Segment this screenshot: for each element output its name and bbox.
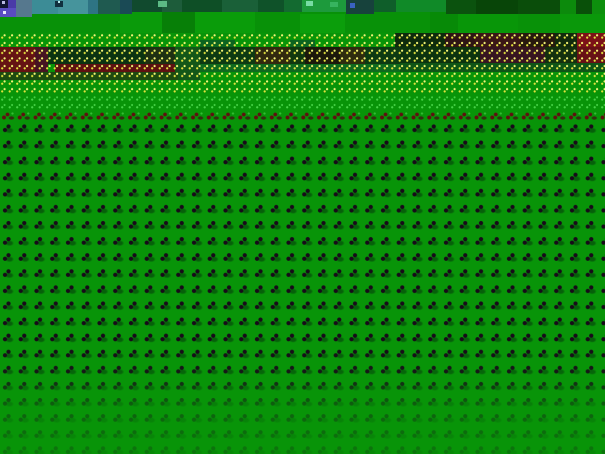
green-stripe-block	[560, 12, 605, 33]
glitch-block	[0, 8, 16, 17]
bottom-fade-overlay	[0, 345, 605, 454]
green-stripe-block	[120, 12, 162, 33]
glitch-accent-pixel	[58, 1, 60, 3]
glitch-block	[58, 0, 88, 14]
glitch-block	[8, 0, 16, 14]
green-stripe-block	[430, 12, 458, 33]
glitch-block	[120, 0, 132, 14]
glitch-accent-pixel	[3, 11, 6, 14]
glitch-block	[396, 0, 446, 12]
glitch-block	[446, 0, 476, 14]
glitch-block	[592, 0, 605, 14]
glitch-accent-pixel	[55, 1, 63, 7]
green-stripe-block	[458, 12, 518, 33]
glitch-accent-pixel	[330, 2, 338, 7]
glitch-block	[576, 0, 592, 14]
glitch-accent-pixel	[2, 1, 5, 4]
glitch-block	[0, 0, 8, 8]
glitch-block	[476, 0, 518, 14]
glitch-block	[222, 0, 258, 12]
glitch-accent-pixel	[306, 1, 313, 6]
glitch-block	[98, 0, 120, 14]
glitch-block	[162, 0, 182, 12]
glitch-block	[132, 0, 162, 12]
yellow-dot-grid	[0, 33, 605, 95]
glitch-block	[518, 0, 560, 14]
glitch-block	[88, 0, 98, 14]
green-stripe-block	[300, 14, 345, 33]
green-stripe-block	[162, 12, 195, 33]
glitch-block	[560, 0, 576, 14]
green-stripe-block	[195, 12, 255, 33]
glitch-block	[258, 0, 284, 12]
glitch-accent-pixel	[350, 3, 355, 8]
glitch-block	[284, 0, 302, 12]
glitch-block	[374, 0, 396, 12]
glitch-block	[16, 0, 32, 17]
red-dot-row	[0, 110, 605, 123]
lime-dot-rows	[0, 95, 605, 110]
glitch-accent-pixel	[158, 1, 167, 7]
glitch-block	[182, 0, 222, 12]
glitch-block	[32, 0, 58, 14]
